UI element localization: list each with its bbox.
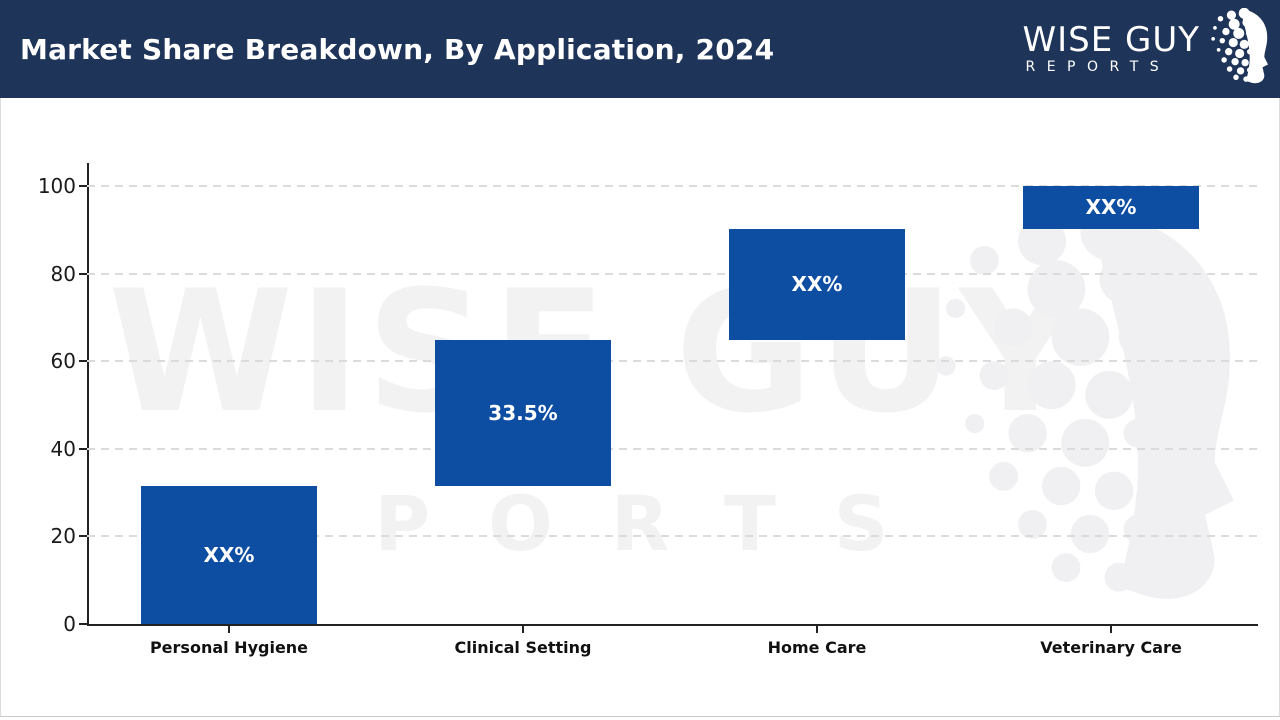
gridline-40	[87, 447, 1263, 450]
bar-home-care: XX%	[729, 228, 905, 340]
y-axis-line	[87, 163, 89, 626]
bar-value-label-home-care: XX%	[791, 272, 843, 297]
x-tick-home-care	[816, 626, 818, 633]
y-tick-60	[79, 360, 87, 363]
x-axis-label-personal-hygiene: Personal Hygiene	[149, 638, 309, 657]
y-tick-label-0: 0	[63, 612, 76, 636]
logo-wordmark-line1: WISE GUY	[1022, 19, 1200, 60]
y-tick-20	[79, 535, 87, 538]
bar-value-label-personal-hygiene: XX%	[203, 543, 255, 568]
y-tick-40	[79, 447, 87, 450]
page-title: Market Share Breakdown, By Application, …	[20, 32, 775, 66]
gridline-60	[87, 360, 1263, 363]
bar-veterinary-care: XX%	[1023, 186, 1199, 229]
gridline-80	[87, 272, 1263, 275]
y-tick-label-80: 80	[50, 261, 76, 286]
header-bar: Market Share Breakdown, By Application, …	[0, 0, 1280, 98]
y-tick-label-100: 100	[37, 174, 76, 198]
gridline-100	[87, 185, 1263, 187]
gridline-20	[87, 535, 1263, 538]
x-axis-line	[87, 624, 1258, 626]
bar-value-label-veterinary-care: XX%	[1085, 195, 1137, 220]
y-tick-label-40: 40	[50, 436, 76, 461]
bar-value-label-clinical-setting: 33.5%	[488, 401, 558, 426]
x-tick-clinical-setting	[522, 626, 524, 633]
brand-logo: WISE GUY REPORTS	[1022, 8, 1268, 88]
y-tick-0	[79, 623, 87, 625]
x-tick-veterinary-care	[1110, 626, 1112, 633]
y-tick-label-20: 20	[50, 524, 76, 549]
y-tick-100	[79, 185, 87, 187]
x-axis-label-clinical-setting: Clinical Setting	[454, 638, 592, 657]
x-axis-label-home-care: Home Care	[767, 638, 867, 657]
x-tick-personal-hygiene	[228, 626, 230, 633]
logo-wordmark: WISE GUY REPORTS	[1022, 23, 1200, 74]
x-axis-label-veterinary-care: Veterinary Care	[1040, 638, 1182, 657]
bar-personal-hygiene: XX%	[141, 486, 317, 624]
y-tick-label-60: 60	[50, 349, 76, 374]
y-tick-80	[79, 272, 87, 275]
logo-wordmark-line2: REPORTS	[1025, 58, 1171, 75]
bar-clinical-setting: 33.5%	[435, 339, 611, 487]
